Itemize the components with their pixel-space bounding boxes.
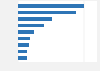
Bar <box>18 37 30 40</box>
Bar <box>18 11 76 14</box>
Bar <box>18 50 27 53</box>
Bar <box>18 56 27 60</box>
Bar <box>18 4 84 8</box>
Bar <box>18 17 52 21</box>
Bar <box>18 24 44 27</box>
Bar <box>18 30 34 34</box>
Bar <box>18 43 28 47</box>
